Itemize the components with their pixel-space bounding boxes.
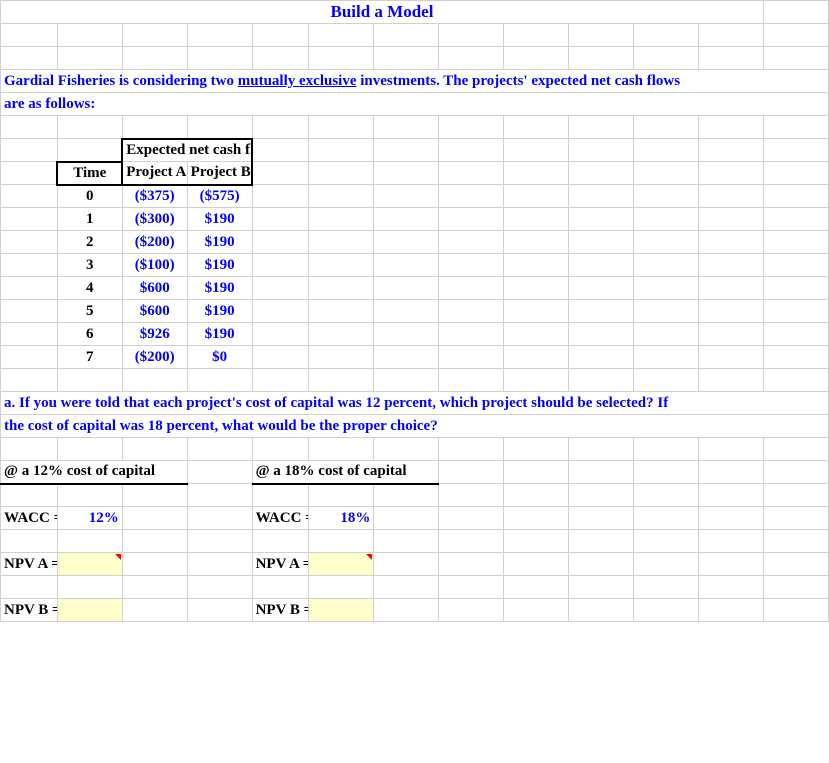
header-12pct: @ a 12% cost of capital — [1, 461, 188, 484]
table-row: 7($200)$0 — [1, 346, 829, 369]
npv-b-label-12: NPV B = — [1, 599, 58, 622]
table-row: 6$926$190 — [1, 323, 829, 346]
npv-b-input-12[interactable] — [57, 599, 122, 622]
npv-a-input-12[interactable] — [57, 553, 122, 576]
table-row: 0($375)($575) — [1, 185, 829, 208]
col-project-a: Project A — [122, 162, 187, 185]
header-18pct: @ a 18% cost of capital — [252, 461, 439, 484]
table-row: 5$600$190 — [1, 300, 829, 323]
npv-a-label-18: NPV A = — [252, 553, 309, 576]
npv-b-input-18[interactable] — [309, 599, 374, 622]
spreadsheet: Build a Model Gardial Fisheries is consi… — [0, 0, 829, 622]
intro-underline: mutually exclusive — [238, 73, 357, 89]
cashflow-header: Expected net cash flows — [122, 139, 252, 162]
question-a-line-2: the cost of capital was 18 percent, what… — [1, 415, 829, 438]
npv-b-label-18: NPV B = — [252, 599, 309, 622]
wacc-value-12[interactable]: 12% — [57, 507, 122, 530]
npv-a-input-18[interactable] — [309, 553, 374, 576]
wacc-value-18[interactable]: 18% — [309, 507, 374, 530]
intro-text-c: investments. The projects' expected net … — [357, 73, 681, 89]
table-row: 3($100)$190 — [1, 254, 829, 277]
question-a-line-1: a. If you were told that each project's … — [1, 392, 829, 415]
wacc-label-12: WACC = — [1, 507, 58, 530]
table-row: 4$600$190 — [1, 277, 829, 300]
col-project-b: Project B — [187, 162, 252, 185]
wacc-label-18: WACC = — [252, 507, 309, 530]
page-title: Build a Model — [1, 1, 764, 24]
col-time: Time — [57, 162, 122, 185]
npv-a-label-12: NPV A = — [1, 553, 58, 576]
table-row: 2($200)$190 — [1, 231, 829, 254]
intro-line-1: Gardial Fisheries is considering two mut… — [1, 70, 829, 93]
table-row: 1($300)$190 — [1, 208, 829, 231]
intro-line-2: are as follows: — [1, 93, 829, 116]
intro-text: Gardial Fisheries is considering two — [4, 73, 238, 89]
